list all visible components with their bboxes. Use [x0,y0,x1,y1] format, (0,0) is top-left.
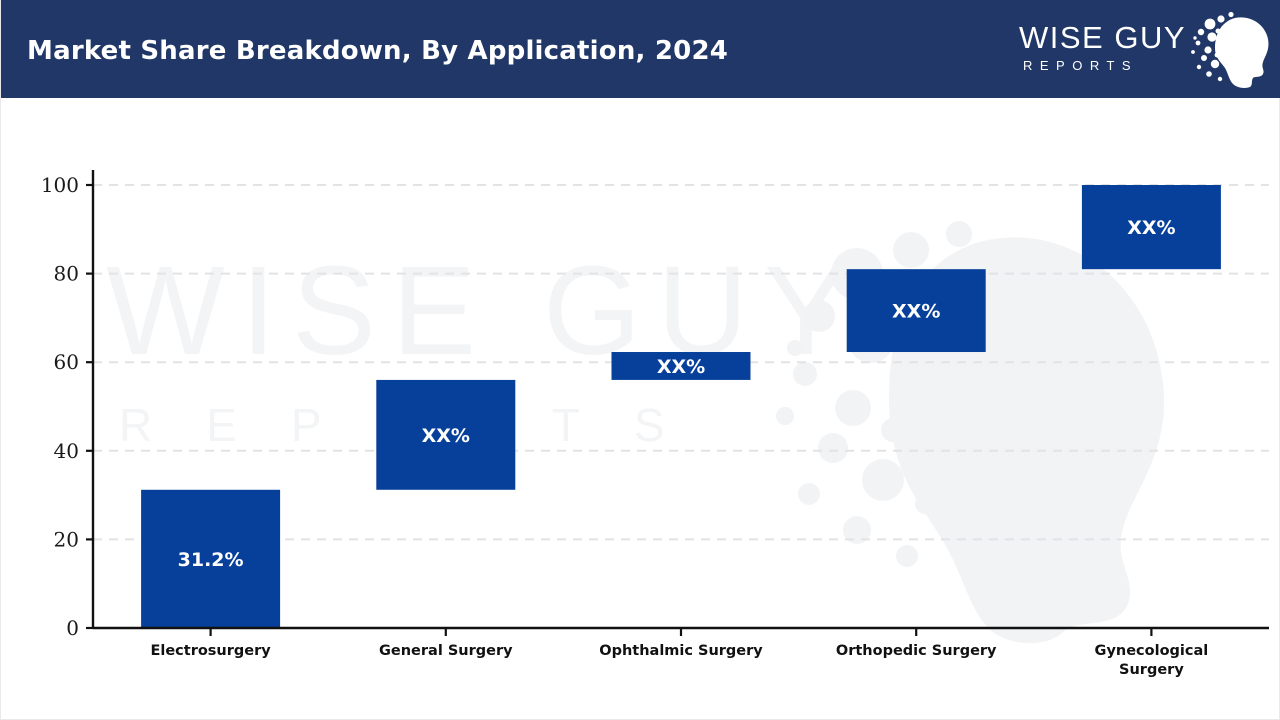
dotted-head-profile-icon [1191,11,1269,88]
x-axis-ticks: Electrosurgery General Surgery Ophthalmic … [150,628,1208,678]
y-tick-label: 20 [54,527,79,551]
x-tick-label: General Surgery [379,643,513,659]
y-tick-label: 100 [41,173,79,197]
x-tick-label: Ophthalmic Surgery [599,643,763,659]
y-tick-label: 40 [54,439,79,463]
bar[interactable] [376,379,516,490]
bar[interactable] [141,489,281,628]
brand-logo: WISE GUY REPORTS [1007,8,1275,92]
y-tick-label: 60 [54,350,79,374]
bar[interactable] [846,269,986,353]
bar-value-label: XX% [1127,217,1175,239]
bar-value-label: 31.2% [178,549,244,571]
chart-canvas: WISE GUY REPORTS [1,98,1280,720]
plot-svg: 0 20 40 60 80 100 Electrosurgery General Surge… [41,170,1269,678]
header-bar: Market Share Breakdown, By Application, … [1,0,1280,98]
y-axis-ticks: 0 20 40 60 80 100 [41,173,93,640]
bar[interactable] [611,352,751,380]
logo-wordmark: WISE GUY [1019,20,1187,55]
bars-group [141,185,1221,628]
x-tick-label: Electrosurgery [150,643,271,659]
x-tick-label: Gynecological Surgery [1095,643,1209,678]
bar-value-label: XX% [422,425,470,447]
logo-subword: REPORTS [1023,58,1139,73]
bar[interactable] [1081,185,1221,270]
bar-value-label: XX% [892,301,940,323]
bar-value-label: XX% [657,356,705,378]
y-tick-label: 80 [54,262,79,286]
x-tick-label: Orthopedic Surgery [836,643,997,659]
page-title: Market Share Breakdown, By Application, … [27,36,729,66]
bar-value-labels: 31.2% XX% XX% XX% XX% [178,217,1176,571]
y-tick-label: 0 [66,616,79,640]
